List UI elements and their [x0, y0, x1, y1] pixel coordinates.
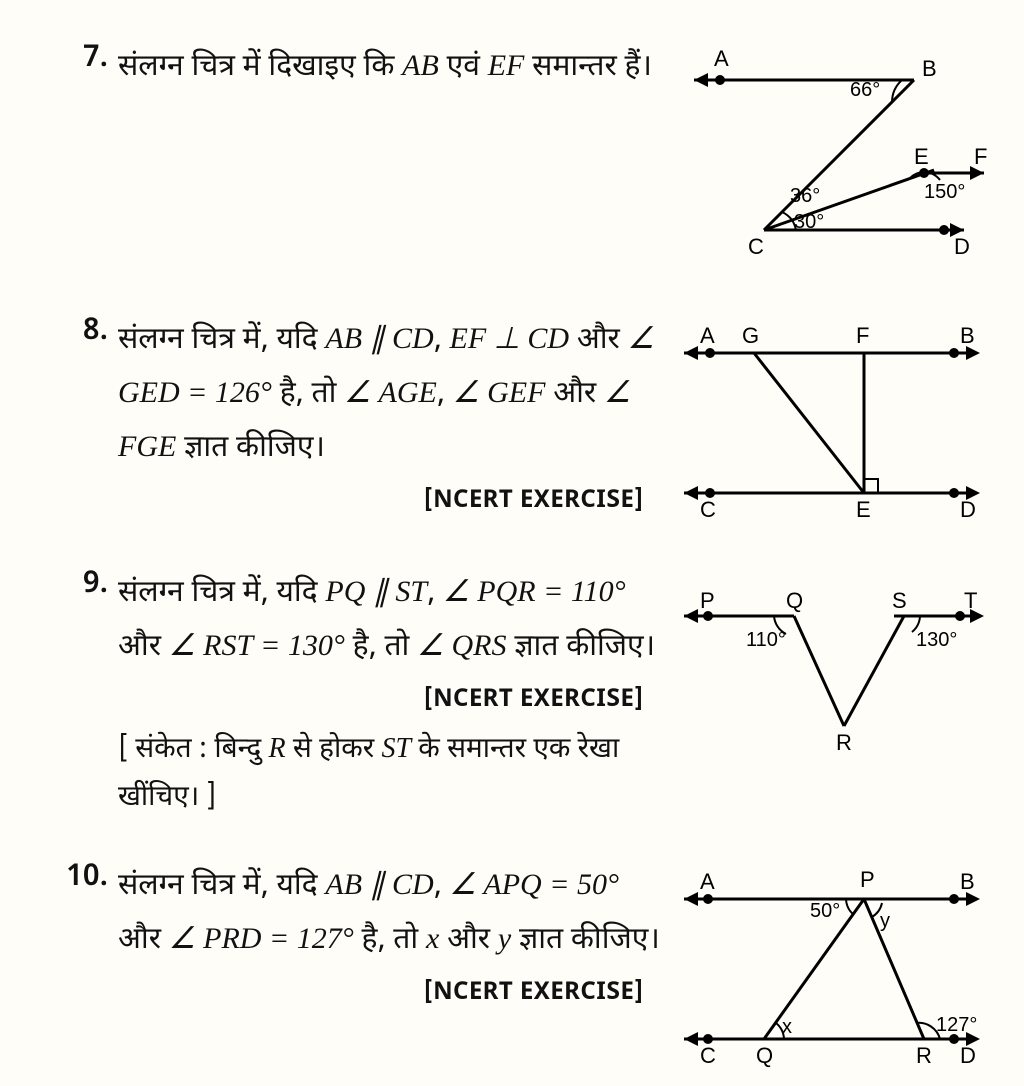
t: ज्ञात कीजिए। [507, 629, 656, 668]
lbl-A: A [714, 46, 729, 71]
ang-36: 36° [790, 185, 820, 207]
problem-text: संलग्न चित्र में, यदि AB ∥ CD, EF ⊥ CD औ… [118, 313, 664, 526]
t: संलग्न चित्र में, यदि [118, 868, 325, 907]
lbl-B: B [960, 323, 975, 348]
lbl-P: P [700, 588, 715, 613]
lbl-E: E [856, 497, 871, 522]
math: PQ ∥ ST [325, 575, 427, 608]
t: है, तो [345, 629, 417, 668]
t: ज्ञात कीजिए। [176, 430, 325, 469]
t: , [434, 868, 450, 907]
problem-8: 8. संलग्न चित्र में, यदि AB ∥ CD, EF ⊥ C… [60, 313, 994, 530]
lbl-P: P [860, 867, 875, 892]
lbl-S: S [892, 588, 907, 613]
math: ∠ APQ = 50° [450, 868, 619, 901]
problem-9: 9. संलग्न चित्र में, यदि PQ ∥ ST, ∠ PQR … [60, 566, 994, 823]
ncert-tag: [NCERT EXERCISE] [423, 485, 644, 517]
figure-7: A B 66° C D E F 36° 30° [664, 40, 994, 277]
ncert-tag: [NCERT EXERCISE] [423, 684, 644, 716]
problem-number: 10. [60, 859, 118, 898]
lbl-D: D [960, 1043, 976, 1068]
t: है, तो [272, 376, 344, 415]
problem-text: संलग्न चित्र में, यदि PQ ∥ ST, ∠ PQR = 1… [118, 566, 664, 823]
t: समान्तर हैं। [524, 49, 652, 88]
ang-50: 50° [810, 900, 840, 922]
t: , [437, 376, 453, 415]
lbl-y: y [880, 910, 890, 932]
ang-127: 127° [936, 1014, 977, 1036]
lbl-T: T [964, 588, 977, 613]
lbl-C: C [700, 1043, 716, 1068]
lbl-Q: Q [756, 1043, 773, 1068]
ang-130: 130° [916, 629, 957, 651]
math: ∠ PRD = 127° [169, 922, 354, 955]
t: से होकर [286, 733, 382, 769]
problem-number: 8. [60, 313, 118, 352]
math: AB ∥ CD [325, 868, 433, 901]
lbl-R: R [836, 730, 852, 755]
lbl-Q: Q [786, 588, 803, 613]
math: R [268, 733, 285, 764]
problem-10: 10. संलग्न चित्र में, यदि AB ∥ CD, ∠ APQ… [60, 859, 994, 1076]
math: AB [402, 49, 439, 82]
lbl-x: x [782, 1016, 792, 1038]
problem-number: 7. [60, 40, 118, 79]
math: EF [488, 49, 525, 82]
ncert-tag: [NCERT EXERCISE] [423, 977, 644, 1009]
lbl-B: B [922, 56, 937, 81]
t: , [434, 322, 450, 361]
t: संलग्न चित्र में, यदि [118, 575, 325, 614]
lbl-C: C [748, 234, 764, 259]
ang-150: 150° [924, 181, 965, 203]
lbl-E: E [914, 144, 929, 169]
figure-8: A G F B C E D [664, 313, 994, 530]
problem-number: 9. [60, 566, 118, 605]
problem-7: 7. संलग्न चित्र में दिखाइए कि AB एवं EF … [60, 40, 994, 277]
lbl-A: A [700, 323, 715, 348]
hint: [ संकेत : बिन्दु R से होकर ST के समान्तर… [118, 725, 664, 823]
math: ST [381, 733, 411, 764]
figure-9: P Q S T R 110° 130° [664, 566, 994, 763]
t: [ संकेत : बिन्दु [118, 733, 268, 769]
t: एवं [439, 49, 488, 88]
t: और [439, 922, 498, 961]
math: ∠ GEF [453, 376, 546, 409]
t: और [569, 322, 628, 361]
math: ∠ QRS [417, 629, 506, 662]
lbl-F: F [856, 323, 869, 348]
t: और [118, 629, 169, 668]
t: है, तो [354, 922, 426, 961]
lbl-D: D [960, 497, 976, 522]
problem-text: संलग्न चित्र में दिखाइए कि AB एवं EF समा… [118, 40, 664, 94]
math: ∠ RST = 130° [169, 629, 345, 662]
lbl-F: F [974, 144, 987, 169]
lbl-A: A [700, 869, 715, 894]
ang-110: 110° [746, 629, 786, 651]
t: और [545, 376, 604, 415]
t: ज्ञात कीजिए। [511, 922, 660, 961]
lbl-C: C [700, 497, 716, 522]
ang-66: 66° [850, 79, 880, 101]
math: EF ⊥ CD [450, 322, 569, 355]
math: ∠ AGE [344, 376, 437, 409]
problem-text: संलग्न चित्र में, यदि AB ∥ CD, ∠ APQ = 5… [118, 859, 664, 1018]
lbl-R: R [916, 1043, 932, 1068]
lbl-G: G [742, 323, 759, 348]
lbl-D: D [954, 234, 970, 259]
math: y [498, 922, 511, 955]
t: , [427, 575, 443, 614]
t: और [118, 922, 169, 961]
t: संलग्न चित्र में दिखाइए कि [118, 49, 402, 88]
lbl-B: B [960, 869, 975, 894]
math: x [426, 922, 439, 955]
ang-30: 30° [794, 211, 824, 233]
math: AB ∥ CD [325, 322, 433, 355]
t: संलग्न चित्र में, यदि [118, 322, 325, 361]
figure-10: A P B C Q R D 50° 127° y x [664, 859, 994, 1076]
math: ∠ PQR = 110° [443, 575, 626, 608]
